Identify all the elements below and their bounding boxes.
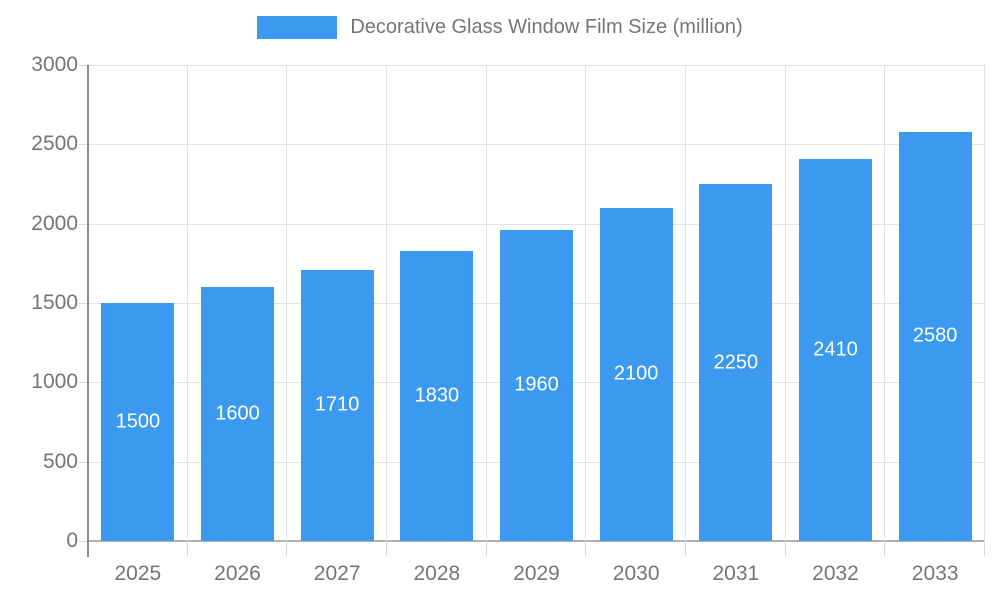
x-axis-tick [286, 541, 288, 556]
y-axis-tick [79, 223, 88, 225]
gridline-vertical [386, 65, 387, 541]
bar-value-label: 1830 [414, 384, 460, 407]
bar-value-label: 2410 [813, 338, 858, 361]
x-axis-tick [784, 541, 786, 556]
x-axis-tick [485, 541, 487, 556]
gridline-vertical [186, 65, 188, 541]
y-axis-tick-label: 2500 [31, 132, 78, 156]
bar-value-label: 1500 [115, 410, 161, 433]
y-axis-tick-label: 3000 [31, 53, 78, 76]
gridline-vertical [585, 65, 587, 541]
bar-2025: 1500 [101, 303, 175, 541]
x-axis-category-label: 2030 [612, 562, 660, 585]
legend-swatch [257, 16, 338, 39]
x-axis-category-label: 2025 [114, 562, 162, 585]
x-axis-line [88, 540, 985, 542]
y-axis-tick [79, 382, 88, 384]
y-axis-tick [79, 65, 88, 66]
gridline-vertical [984, 65, 985, 541]
plot-area: 1500 1600 1710 1830 1960 2100 2250 2410 2580 [88, 65, 985, 542]
x-axis-category-label: 2028 [413, 562, 461, 585]
bar-2031: 2250 [699, 184, 773, 541]
x-axis-tick [884, 541, 886, 556]
gridline-horizontal [88, 65, 985, 66]
y-axis-tick [79, 541, 88, 542]
bar-2029: 1960 [500, 230, 573, 541]
y-axis-tick-label: 500 [42, 449, 78, 473]
bar-2033: 2580 [898, 131, 972, 541]
y-axis-tick [79, 303, 88, 304]
bar-2030: 2100 [599, 207, 673, 541]
x-axis-tick [386, 541, 387, 556]
bar-2026: 1600 [201, 287, 274, 541]
bar-2028: 1830 [400, 250, 474, 541]
x-axis-tick [984, 541, 985, 556]
y-axis-tick [79, 144, 88, 146]
gridline-vertical [485, 65, 487, 541]
y-axis-tick-label: 1000 [31, 370, 78, 394]
y-axis-tick-label: 2000 [31, 211, 78, 235]
y-axis-tick-label: 0 [66, 529, 78, 552]
x-axis-category-label: 2031 [712, 562, 760, 585]
x-axis-category-label: 2029 [513, 562, 560, 585]
y-axis-tick-label: 1500 [31, 291, 78, 314]
gridline-horizontal [88, 223, 985, 225]
legend-label: Decorative Glass Window Film Size (milli… [350, 16, 743, 38]
x-axis-category-label: 2027 [313, 562, 361, 585]
x-axis-tick [585, 541, 587, 556]
bar-value-label: 2580 [912, 324, 958, 347]
x-axis-category-label: 2032 [812, 562, 859, 585]
chart-legend-item[interactable]: Decorative Glass Window Film Size (milli… [0, 16, 1000, 39]
gridline-vertical [685, 65, 686, 541]
y-axis-tick [79, 461, 88, 463]
x-axis-category-label: 2033 [911, 562, 959, 585]
gridline-horizontal [88, 144, 985, 146]
bar-2027: 1710 [300, 269, 374, 541]
gridline-vertical [884, 65, 886, 541]
gridline-vertical [784, 65, 786, 541]
bar-value-label: 2250 [713, 351, 759, 373]
bar-value-label: 1710 [314, 393, 360, 416]
bar-2032: 2410 [799, 158, 872, 541]
x-axis-category-label: 2026 [214, 562, 261, 585]
gridline-vertical [286, 65, 288, 541]
bar-value-label: 1960 [514, 373, 559, 396]
x-axis-tick [685, 541, 686, 556]
bar-value-label: 1600 [215, 402, 260, 425]
bar-value-label: 2100 [613, 362, 659, 385]
x-axis-tick [186, 541, 188, 556]
y-axis-line [87, 65, 89, 557]
